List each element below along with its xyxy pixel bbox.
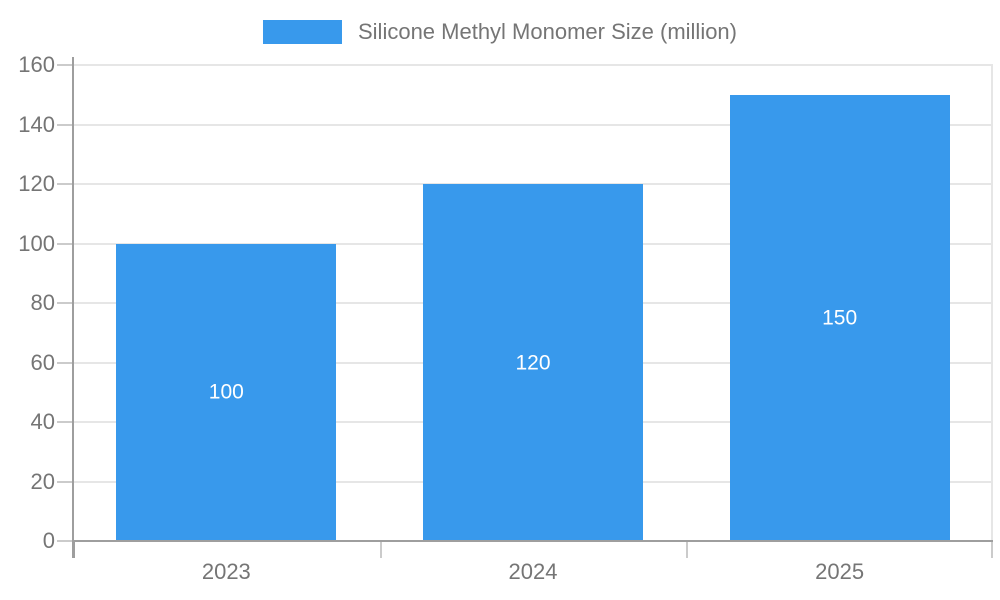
- y-axis-tick-label: 120: [18, 171, 55, 196]
- y-axis-tick-label: 0: [42, 528, 55, 553]
- x-axis-label-2025: 2025: [815, 559, 865, 584]
- y-axis-tick: [57, 242, 73, 245]
- y-axis-tick: [57, 540, 73, 542]
- bar-value-label-2025: 150: [822, 306, 858, 330]
- x-axis-line: [73, 540, 993, 542]
- legend-label: Silicone Methyl Monomer Size (million): [357, 19, 738, 44]
- y-axis-tick-label: 160: [18, 52, 55, 77]
- x-axis-label-2024: 2024: [508, 559, 558, 584]
- bar-2024[interactable]: [423, 184, 643, 541]
- bar-2023[interactable]: [116, 243, 337, 541]
- y-axis-tick: [57, 183, 73, 185]
- y-axis-tick-label: 140: [18, 111, 55, 137]
- x-axis-tick: [73, 541, 75, 558]
- legend-swatch: [262, 20, 342, 44]
- y-axis-line: [72, 57, 74, 558]
- y-axis-tick: [57, 302, 73, 304]
- y-axis-tick: [57, 421, 73, 423]
- bar-value-label-2024: 120: [515, 351, 551, 374]
- y-axis-tick: [57, 480, 73, 483]
- plot-right-border: [991, 65, 993, 541]
- y-axis-tick-label: 60: [30, 349, 55, 375]
- y-axis-tick-label: 100: [18, 230, 55, 256]
- gridline: [73, 123, 993, 126]
- bar-value-label-2023: 100: [208, 380, 244, 404]
- gridline: [73, 64, 993, 66]
- x-axis-tick: [991, 541, 993, 558]
- legend[interactable]: Silicone Methyl Monomer Size (million): [262, 19, 738, 44]
- y-axis-tick: [57, 64, 73, 66]
- bar-2025[interactable]: [729, 94, 950, 541]
- y-axis-tick-label: 20: [30, 468, 55, 494]
- x-axis-tick: [686, 541, 689, 558]
- y-axis-tick: [57, 123, 73, 126]
- x-axis-tick: [379, 541, 382, 558]
- y-axis-tick-label: 40: [30, 409, 55, 434]
- y-axis-tick-label: 80: [30, 290, 55, 315]
- y-axis-tick: [57, 361, 73, 364]
- x-axis-label-2023: 2023: [201, 559, 251, 584]
